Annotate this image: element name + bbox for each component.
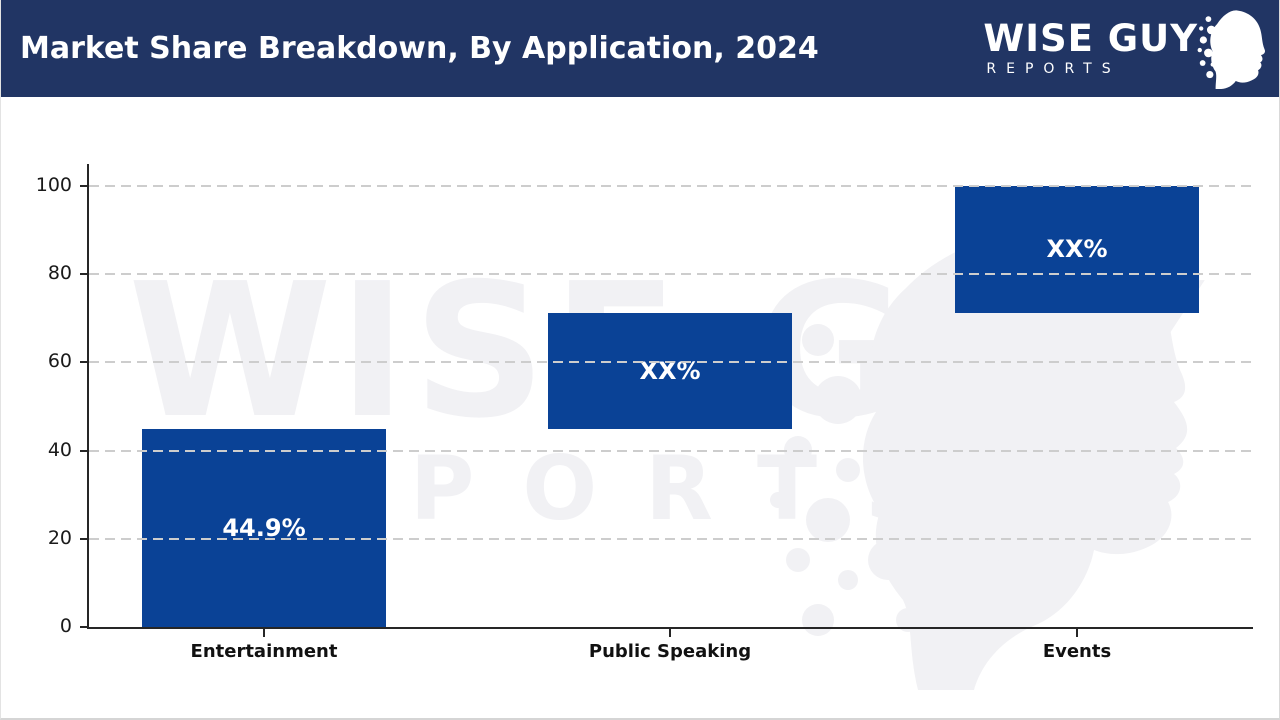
y-axis-tick bbox=[80, 537, 88, 540]
y-axis-tick-label: 40 bbox=[47, 438, 72, 461]
y-axis-tick bbox=[80, 449, 88, 452]
y-axis-tick bbox=[80, 185, 88, 187]
y-axis-tick bbox=[80, 361, 88, 364]
chart-title: Market Share Breakdown, By Application, … bbox=[20, 31, 819, 66]
logo-face-icon bbox=[1197, 9, 1266, 89]
y-axis-tick bbox=[80, 273, 88, 276]
y-axis-tick-label: 60 bbox=[47, 350, 72, 373]
x-axis-line bbox=[87, 627, 1253, 629]
logo-text: WISE GUY REPORTS bbox=[983, 20, 1198, 77]
x-axis-category-label: Entertainment bbox=[190, 641, 338, 662]
y-axis-tick-label: 80 bbox=[47, 262, 72, 285]
x-axis-category-label: Events bbox=[1042, 641, 1112, 662]
y-gridline bbox=[89, 361, 1253, 364]
y-gridline bbox=[89, 449, 1253, 452]
x-axis-tick bbox=[1076, 629, 1078, 637]
bar-value-label: XX% bbox=[1046, 235, 1108, 264]
plot-area: WISE GUY REPORTS 02040608010044.9%XX%XX%… bbox=[0, 97, 1280, 720]
y-axis-tick-label: 20 bbox=[47, 526, 72, 549]
x-axis-tick bbox=[669, 629, 671, 637]
logo-subtitle: REPORTS bbox=[986, 61, 1121, 77]
y-axis-tick-label: 100 bbox=[35, 174, 72, 196]
bar-entertainment: 44.9% bbox=[142, 428, 386, 627]
y-axis-line bbox=[87, 163, 89, 629]
bar-events: XX% bbox=[955, 186, 1199, 313]
x-axis-tick bbox=[263, 629, 265, 637]
y-gridline bbox=[89, 537, 1253, 540]
y-axis-tick bbox=[80, 626, 88, 628]
wise-guy-reports-logo: WISE GUY REPORTS bbox=[983, 7, 1266, 91]
y-axis-tick-label: 0 bbox=[59, 615, 72, 637]
header-banner: Market Share Breakdown, By Application, … bbox=[0, 0, 1280, 97]
y-gridline bbox=[89, 185, 1253, 187]
bar-value-label: 44.9% bbox=[222, 513, 306, 542]
y-gridline bbox=[89, 273, 1253, 276]
x-axis-category-label: Public Speaking bbox=[588, 641, 752, 662]
bar-public-speaking: XX% bbox=[548, 312, 792, 429]
logo-wordmark: WISE GUY bbox=[983, 17, 1198, 60]
